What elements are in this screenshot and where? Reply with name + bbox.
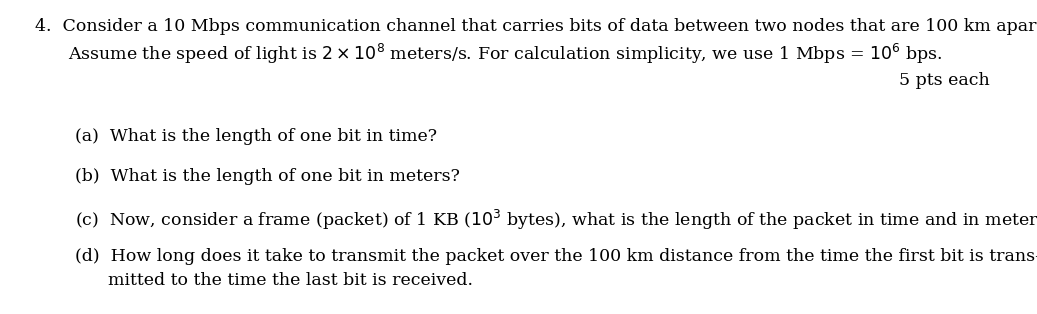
Text: 4.  Consider a 10 Mbps communication channel that carries bits of data between t: 4. Consider a 10 Mbps communication chan… [35, 18, 1037, 35]
Text: 5 pts each: 5 pts each [899, 72, 990, 89]
Text: (c)  Now, consider a frame (packet) of 1 KB ($10^3$ bytes), what is the length o: (c) Now, consider a frame (packet) of 1 … [75, 208, 1037, 232]
Text: (d)  How long does it take to transmit the packet over the 100 km distance from : (d) How long does it take to transmit th… [75, 248, 1037, 265]
Text: (a)  What is the length of one bit in time?: (a) What is the length of one bit in tim… [75, 128, 437, 145]
Text: Assume the speed of light is $2 \times 10^8$ meters/s. For calculation simplicit: Assume the speed of light is $2 \times 1… [68, 42, 943, 66]
Text: mitted to the time the last bit is received.: mitted to the time the last bit is recei… [108, 272, 473, 289]
Text: (b)  What is the length of one bit in meters?: (b) What is the length of one bit in met… [75, 168, 459, 185]
